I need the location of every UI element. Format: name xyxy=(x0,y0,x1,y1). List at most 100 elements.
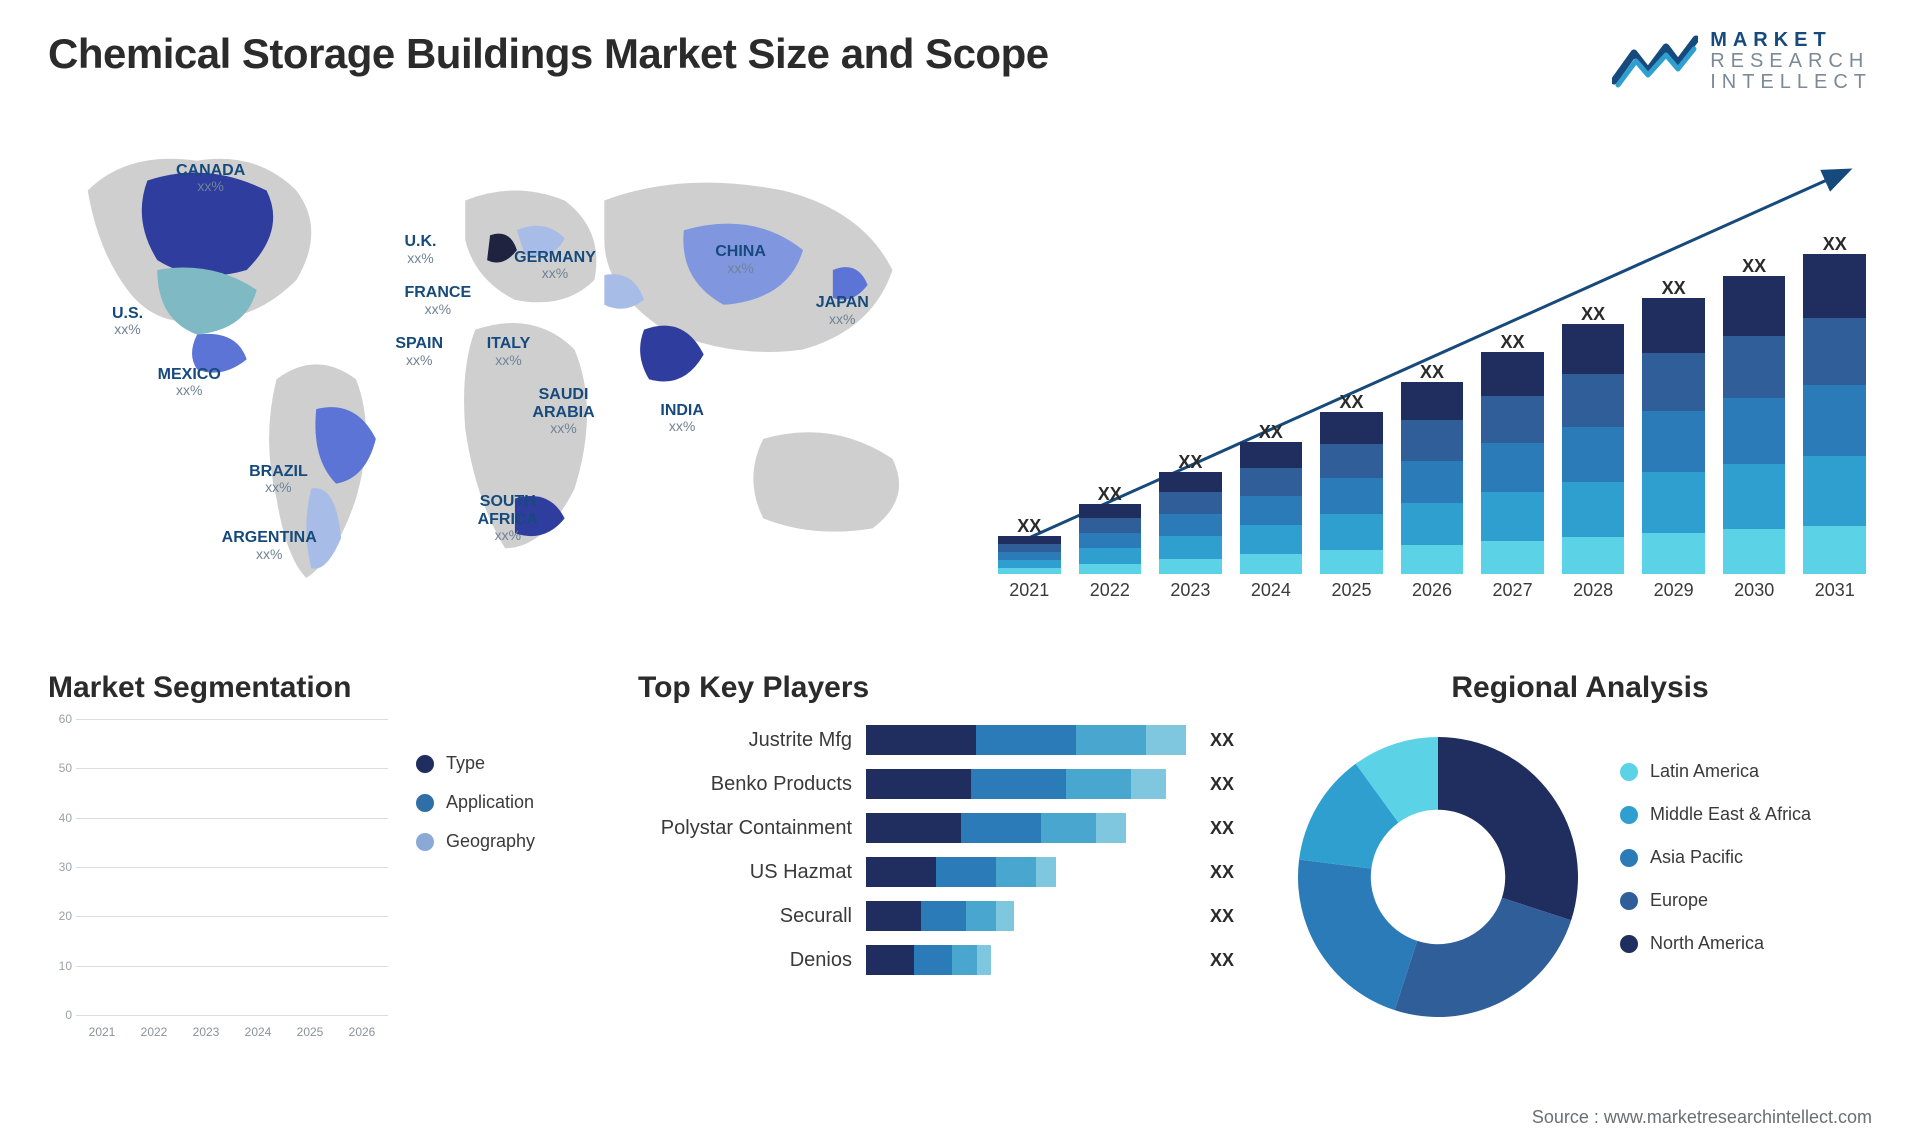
growth-bar-year: 2026 xyxy=(1412,580,1452,601)
growth-bar-segment xyxy=(1401,461,1464,503)
player-bar-segment xyxy=(866,901,921,931)
player-name: Securall xyxy=(638,905,858,928)
growth-bar-segment xyxy=(998,560,1061,568)
legend-swatch-icon xyxy=(1620,849,1638,867)
map-country-label: MEXICOxx% xyxy=(158,366,221,399)
legend-item: Geography xyxy=(416,831,535,852)
player-bar-segment xyxy=(1076,725,1146,755)
growth-bar-segment xyxy=(1803,318,1866,385)
growth-bar-segment xyxy=(1079,504,1142,518)
brand-logo: MARKET RESEARCH INTELLECT xyxy=(1612,30,1872,93)
y-tick-label: 10 xyxy=(48,959,72,973)
growth-bar-segment xyxy=(1159,492,1222,513)
growth-bar-year: 2027 xyxy=(1493,580,1533,601)
growth-bar-segment xyxy=(1803,526,1866,574)
player-bar-segment xyxy=(996,857,1036,887)
growth-bar: XX2024 xyxy=(1240,442,1303,601)
growth-bar-segment xyxy=(1320,478,1383,514)
player-value: XX xyxy=(1210,862,1258,883)
growth-bar-segment xyxy=(1481,396,1544,443)
legend-item: Type xyxy=(416,753,535,774)
map-country-label: SPAINxx% xyxy=(395,335,443,368)
y-tick-label: 60 xyxy=(48,712,72,726)
growth-bar-segment xyxy=(1240,442,1303,468)
growth-bar-year: 2023 xyxy=(1170,580,1210,601)
y-tick-label: 20 xyxy=(48,909,72,923)
growth-bar: XX2030 xyxy=(1723,276,1786,601)
growth-bar-segment xyxy=(1159,514,1222,536)
player-bar-segment xyxy=(866,945,914,975)
legend-swatch-icon xyxy=(1620,763,1638,781)
player-bar xyxy=(866,857,1202,887)
player-bar-segment xyxy=(971,769,1066,799)
player-row: US HazmatXX xyxy=(638,857,1258,887)
growth-bar-segment xyxy=(1079,533,1142,548)
player-name: Benko Products xyxy=(638,773,858,796)
players-rows: Justrite MfgXXBenko ProductsXXPolystar C… xyxy=(638,719,1258,975)
y-tick-label: 40 xyxy=(48,811,72,825)
donut-chart-icon xyxy=(1288,727,1588,1027)
growth-bar: XX2022 xyxy=(1079,504,1142,601)
player-bar xyxy=(866,813,1202,843)
player-bar-segment xyxy=(1146,725,1186,755)
y-tick-label: 0 xyxy=(48,1008,72,1022)
growth-bar-value: XX xyxy=(1501,332,1525,353)
growth-bar-year: 2022 xyxy=(1090,580,1130,601)
legend-label: Asia Pacific xyxy=(1650,847,1743,868)
player-value: XX xyxy=(1210,818,1258,839)
segmentation-bars xyxy=(76,719,388,1015)
legend-label: Middle East & Africa xyxy=(1650,804,1811,825)
growth-bar: XX2025 xyxy=(1320,412,1383,601)
x-tick-label: 2024 xyxy=(232,1025,284,1039)
source-attribution: Source : www.marketresearchintellect.com xyxy=(1532,1107,1872,1128)
growth-bars: XX2021XX2022XX2023XX2024XX2025XX2026XX20… xyxy=(992,241,1872,601)
regional-title: Regional Analysis xyxy=(1288,671,1872,705)
growth-bar-segment xyxy=(1642,353,1705,411)
legend-label: Latin America xyxy=(1650,761,1759,782)
growth-bar-segment xyxy=(1562,537,1625,575)
growth-bar-segment xyxy=(1803,385,1866,455)
legend-item: Europe xyxy=(1620,890,1811,911)
segmentation-x-axis: 202120222023202420252026 xyxy=(76,1025,388,1039)
legend-swatch-icon xyxy=(416,755,434,773)
regional-donut xyxy=(1288,727,1588,1027)
player-name: Polystar Containment xyxy=(638,817,858,840)
map-country-label: FRANCExx% xyxy=(404,284,471,317)
growth-bar-value: XX xyxy=(1662,278,1686,299)
growth-bar-segment xyxy=(1320,514,1383,550)
segmentation-panel: Market Segmentation 0102030405060 202120… xyxy=(48,671,608,1039)
growth-bar-segment xyxy=(1642,411,1705,472)
player-bar-segment xyxy=(866,725,976,755)
x-tick-label: 2026 xyxy=(336,1025,388,1039)
map-country-label: SAUDIARABIAxx% xyxy=(532,386,594,437)
map-country-label: U.S.xx% xyxy=(112,305,143,338)
growth-bar-segment xyxy=(1401,420,1464,460)
growth-bar: XX2023 xyxy=(1159,472,1222,601)
player-bar-segment xyxy=(976,725,1076,755)
map-country-label: BRAZILxx% xyxy=(249,463,308,496)
player-bar-segment xyxy=(914,945,952,975)
player-bar-segment xyxy=(1036,857,1056,887)
player-bar-segment xyxy=(1131,769,1166,799)
map-country-label: CANADAxx% xyxy=(176,162,245,195)
map-country-label: INDIAxx% xyxy=(660,402,704,435)
growth-bar-value: XX xyxy=(1823,234,1847,255)
player-bar xyxy=(866,769,1202,799)
growth-bar-year: 2029 xyxy=(1654,580,1694,601)
legend-swatch-icon xyxy=(1620,935,1638,953)
map-country-label: JAPANxx% xyxy=(816,294,869,327)
player-bar xyxy=(866,901,1202,931)
growth-bar: XX2021 xyxy=(998,536,1061,601)
growth-bar-segment xyxy=(1481,492,1544,541)
growth-bar-value: XX xyxy=(1420,362,1444,383)
legend-swatch-icon xyxy=(1620,892,1638,910)
growth-bar: XX2028 xyxy=(1562,324,1625,601)
logo-mark-icon xyxy=(1612,33,1698,91)
growth-bar-segment xyxy=(1240,496,1303,525)
growth-bar-segment xyxy=(1803,254,1866,318)
regional-panel: Regional Analysis Latin America Middle Ea… xyxy=(1288,671,1872,1039)
growth-bar-segment xyxy=(1481,443,1544,492)
legend-item: North America xyxy=(1620,933,1811,954)
growth-bar-value: XX xyxy=(1259,422,1283,443)
growth-bar-segment xyxy=(1723,276,1786,336)
